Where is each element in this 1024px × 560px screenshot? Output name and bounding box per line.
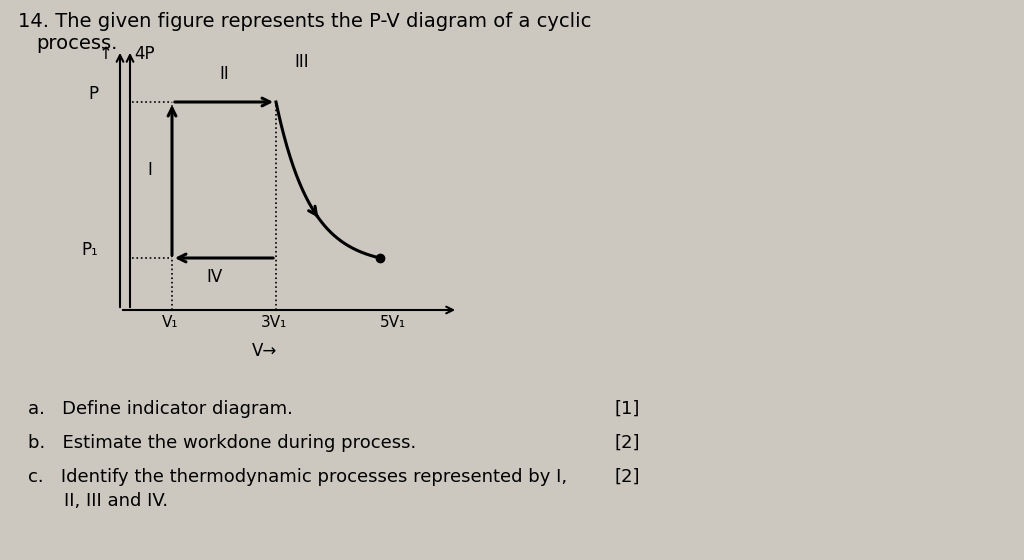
Text: c.   Identify the thermodynamic processes represented by I,: c. Identify the thermodynamic processes … [28,468,567,486]
Text: b.   Estimate the workdone during process.: b. Estimate the workdone during process. [28,434,416,452]
Text: ↑: ↑ [99,45,113,63]
Text: IV: IV [206,268,222,286]
Text: 5V₁: 5V₁ [380,315,407,330]
Text: P: P [88,85,98,103]
Text: 4P: 4P [134,45,155,63]
Text: [2]: [2] [615,434,640,452]
Text: II: II [219,65,229,83]
Text: III: III [294,53,308,71]
Text: I: I [147,161,153,179]
Text: 3V₁: 3V₁ [261,315,287,330]
Text: a.   Define indicator diagram.: a. Define indicator diagram. [28,400,293,418]
Text: II, III and IV.: II, III and IV. [63,492,168,510]
Text: V₁: V₁ [162,315,178,330]
Text: [1]: [1] [615,400,640,418]
Text: 14. The given figure represents the P-V diagram of a cyclic: 14. The given figure represents the P-V … [18,12,592,31]
Text: P₁: P₁ [81,241,98,259]
Text: V→: V→ [251,342,276,360]
Text: process.: process. [36,34,118,53]
Text: [2]: [2] [615,468,640,486]
